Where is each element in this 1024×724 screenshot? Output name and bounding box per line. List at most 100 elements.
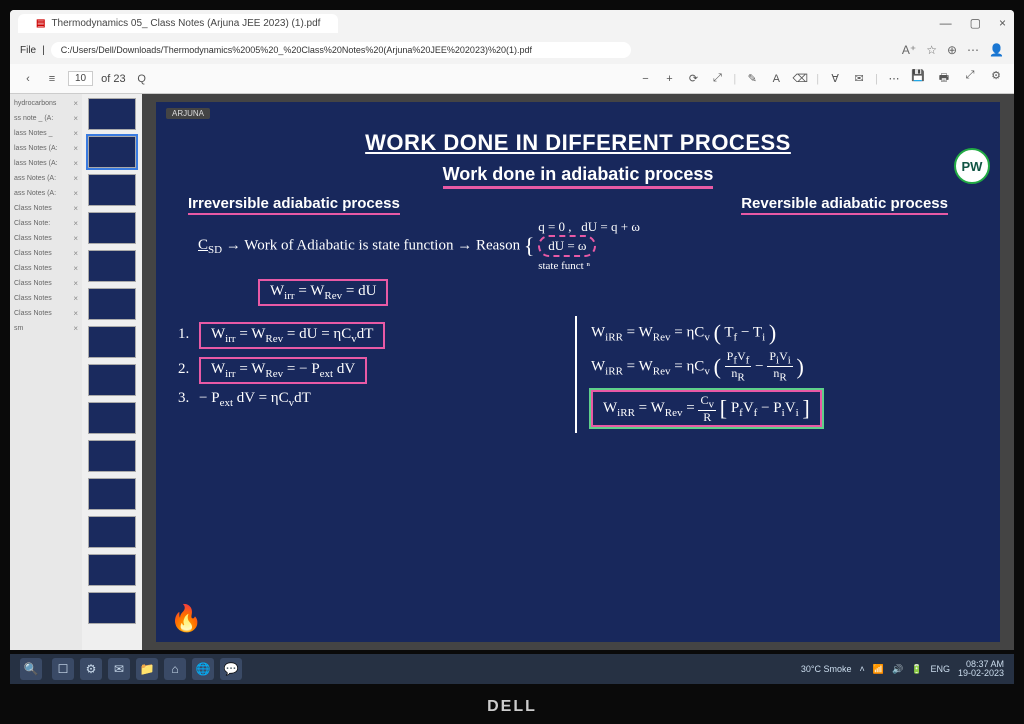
save-icon[interactable]: 💾 xyxy=(910,69,926,88)
comment-icon[interactable]: ✉ xyxy=(851,72,867,85)
right-eq-2: WiRR = WRev = ηCv ( PfVfnR − PiVinR ) xyxy=(591,350,978,384)
search-icon[interactable]: Q xyxy=(134,73,150,85)
zoom-in-button[interactable]: + xyxy=(661,73,677,85)
thumbnail-label[interactable]: Class Notes× xyxy=(12,308,80,319)
left-eq-3: − Pext dV = ηCvdT xyxy=(199,390,311,406)
page-thumbnail[interactable] xyxy=(88,212,136,244)
tab-title: Thermodynamics 05_ Class Notes (Arjuna J… xyxy=(51,18,320,29)
taskbar-app-icon[interactable]: 🌐 xyxy=(192,658,214,680)
page-thumbnail[interactable] xyxy=(88,402,136,434)
thumbnail-label[interactable]: Class Notes× xyxy=(12,263,80,274)
window-close[interactable]: × xyxy=(999,16,1006,30)
pdf-icon: ▤ xyxy=(36,18,45,29)
fullscreen-icon[interactable]: ⤢ xyxy=(962,69,978,88)
profile-icon[interactable]: 👤 xyxy=(989,43,1004,57)
extensions-icon[interactable]: ⋯ xyxy=(967,43,979,57)
battery-icon[interactable]: 🔋 xyxy=(911,664,922,675)
windows-taskbar: 🔍 ☐⚙✉📁⌂🌐💬 30°C Smoke ˄ 📶 🔊 🔋 ENG 08:37 A… xyxy=(10,654,1014,684)
taskbar-app-icon[interactable]: 📁 xyxy=(136,658,158,680)
thumbnail-label[interactable]: ss note _ (A:× xyxy=(12,113,80,124)
browser-tab[interactable]: ▤ Thermodynamics 05_ Class Notes (Arjuna… xyxy=(18,14,338,33)
right-eq-1: WiRR = WRev = ηCv ( Tf − Ti ) xyxy=(591,320,978,346)
toc-icon[interactable]: ≡ xyxy=(44,73,60,85)
collections-icon[interactable]: ⊕ xyxy=(947,43,957,57)
browser-tab-bar: ▤ Thermodynamics 05_ Class Notes (Arjuna… xyxy=(10,10,1014,36)
page-total: of 23 xyxy=(101,73,125,85)
taskbar-app-icon[interactable]: 💬 xyxy=(220,658,242,680)
rotate-icon[interactable]: ⟳ xyxy=(685,72,701,85)
taskbar-app-icon[interactable]: ⌂ xyxy=(164,658,186,680)
wifi-icon[interactable]: 📶 xyxy=(873,664,884,675)
thumbnail-label[interactable]: lass Notes (A:× xyxy=(12,158,80,169)
browser-address-bar: File | C:/Users/Dell/Downloads/Thermodyn… xyxy=(10,36,1014,64)
browser-action-icons: A⁺ ☆ ⊕ ⋯ 👤 xyxy=(902,43,1004,57)
page-number-input[interactable]: 10 xyxy=(68,71,93,86)
page-thumbnail[interactable] xyxy=(88,440,136,472)
highlight-icon[interactable]: A xyxy=(768,73,784,85)
draw-icon[interactable]: ✎ xyxy=(744,72,760,85)
favorites-icon[interactable]: ☆ xyxy=(926,43,937,57)
taskbar-date: 19-02-2023 xyxy=(958,668,1004,678)
page-thumbnail[interactable] xyxy=(88,592,136,624)
volume-icon[interactable]: 🔊 xyxy=(892,664,903,675)
thumbnail-label[interactable]: sm× xyxy=(12,323,80,334)
taskbar-app-icon[interactable]: ⚙ xyxy=(80,658,102,680)
taskbar-search-icon[interactable]: 🔍 xyxy=(20,658,42,680)
slide-subtitle: Work done in adiabatic process xyxy=(178,164,978,189)
left-eq-1: Wirr = WRev = dU = ηCvdT xyxy=(199,322,385,349)
thumbnail-label[interactable]: ass Notes (A:× xyxy=(12,188,80,199)
pdf-page-viewport: ARJUNA PW WORK DONE IN DIFFERENT PROCESS… xyxy=(142,94,1014,650)
text-select-icon[interactable]: ∀ xyxy=(827,72,843,85)
tray-chevron-icon[interactable]: ˄ xyxy=(860,664,865,674)
weather-widget[interactable]: 30°C Smoke xyxy=(801,664,852,674)
right-column: WiRR = WRev = ηCv ( Tf − Ti ) WiRR = WRe… xyxy=(591,316,978,433)
taskbar-lang[interactable]: ENG xyxy=(930,664,950,674)
page-thumbnail[interactable] xyxy=(88,250,136,282)
thumbnail-label[interactable]: Class Notes× xyxy=(12,203,80,214)
url-field[interactable]: C:/Users/Dell/Downloads/Thermodynamics%2… xyxy=(51,42,631,58)
thumbnail-label[interactable]: lass Notes _× xyxy=(12,128,80,139)
page-thumbnail[interactable] xyxy=(88,174,136,206)
window-maximize[interactable]: ▢ xyxy=(970,16,981,30)
thumbnail-labels: hydrocarbons× ss note _ (A:× lass Notes _×… xyxy=(10,94,82,650)
read-aloud-icon[interactable]: A⁺ xyxy=(902,43,916,57)
thumbnail-label[interactable]: Class Notes× xyxy=(12,248,80,259)
page-thumbnail[interactable] xyxy=(88,98,136,130)
taskbar-app-icon[interactable]: ✉ xyxy=(108,658,130,680)
laptop-brand-logo: DELL xyxy=(0,698,1024,716)
page-thumbnail[interactable] xyxy=(88,364,136,396)
page-thumbnail[interactable] xyxy=(88,554,136,586)
fit-page-icon[interactable]: ⤢ xyxy=(709,72,725,85)
left-eq-2: Wirr = WRev = − Pext dV xyxy=(199,357,367,384)
page-thumbnail[interactable] xyxy=(88,136,136,168)
zoom-out-button[interactable]: − xyxy=(637,73,653,85)
thumbnail-label[interactable]: Class Notes× xyxy=(12,233,80,244)
pdf-toolbar: ‹ ≡ 10 of 23 Q − + ⟳ ⤢ | ✎ A ⌫ | ∀ ✉ | ⋯… xyxy=(10,64,1014,94)
erase-icon[interactable]: ⌫ xyxy=(792,72,808,85)
print-icon[interactable]: 🖶 xyxy=(936,69,952,88)
thumbnail-label[interactable]: ass Notes (A:× xyxy=(12,173,80,184)
thumbnail-label[interactable]: Class Notes× xyxy=(12,293,80,304)
pw-logo-badge: PW xyxy=(954,148,990,184)
taskbar-app-icon[interactable]: ☐ xyxy=(52,658,74,680)
prev-page-button[interactable]: ‹ xyxy=(20,73,36,85)
thumbnail-label[interactable]: hydrocarbons× xyxy=(12,98,80,109)
right-eq-3-box: WiRR = WRev = CvR [ PfVf − PiVi ] xyxy=(591,390,822,427)
window-minimize[interactable]: — xyxy=(940,16,952,30)
flame-icon: 🔥 xyxy=(170,604,202,634)
cloud-eq: dU = ω xyxy=(538,235,596,257)
more-tools-icon[interactable]: ⋯ xyxy=(886,72,902,85)
thumbnail-label[interactable]: Class Notes× xyxy=(12,278,80,289)
page-thumbnail[interactable] xyxy=(88,478,136,510)
left-column: 1. Wirr = WRev = dU = ηCvdT 2. Wirr = WR… xyxy=(178,316,577,433)
left-col-head: Irreversible adiabatic process xyxy=(188,195,400,215)
thumbnail-strip xyxy=(82,94,142,650)
thumbnail-label[interactable]: Class Note:× xyxy=(12,218,80,229)
thumbnail-label[interactable]: lass Notes (A:× xyxy=(12,143,80,154)
settings-icon[interactable]: ⚙ xyxy=(988,69,1004,88)
page-thumbnail[interactable] xyxy=(88,516,136,548)
page-thumbnail[interactable] xyxy=(88,288,136,320)
file-label: File xyxy=(20,45,36,56)
page-thumbnail[interactable] xyxy=(88,326,136,358)
slide-content: ARJUNA PW WORK DONE IN DIFFERENT PROCESS… xyxy=(156,102,1000,642)
